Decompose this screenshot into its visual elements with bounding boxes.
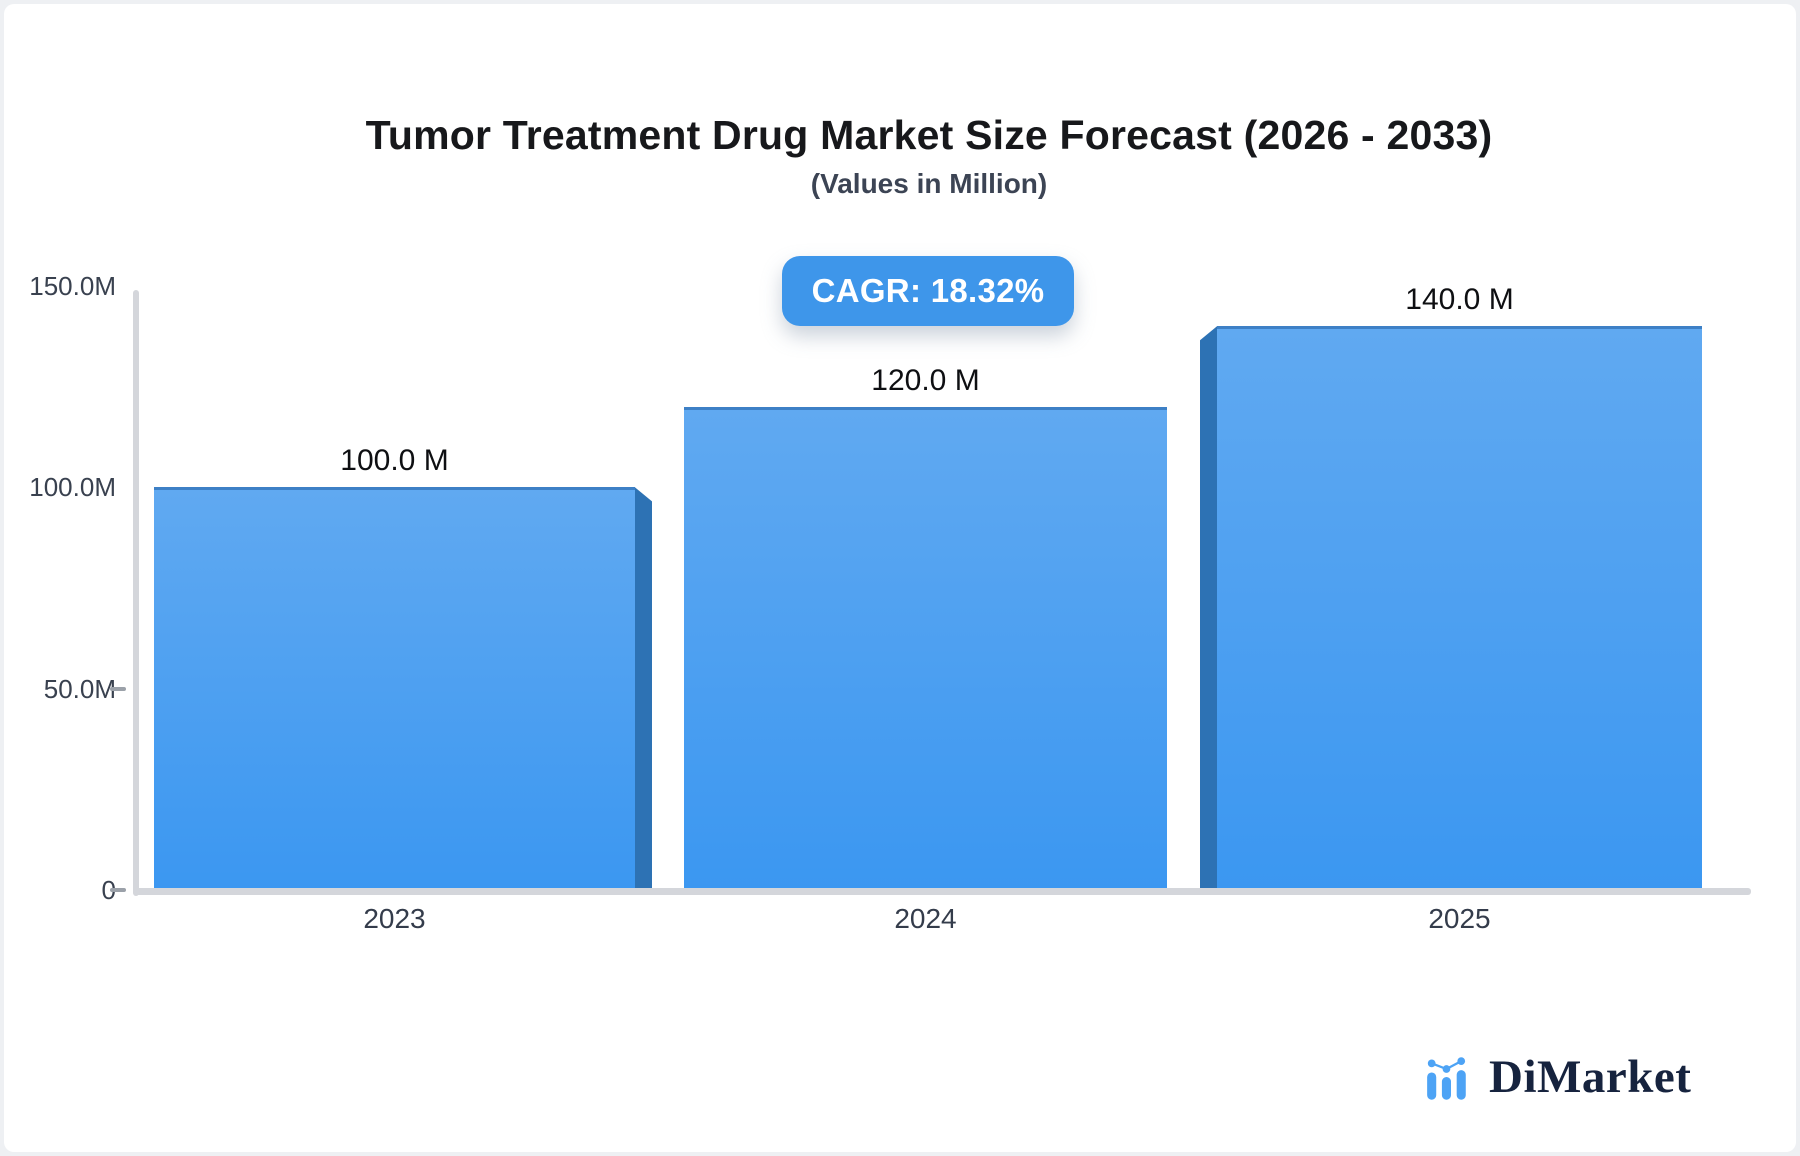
y-axis-tick-label: 100.0M: [29, 472, 116, 503]
cagr-badge-label: CAGR: 18.32%: [811, 272, 1045, 309]
x-axis-label: 2025: [1428, 903, 1491, 934]
y-axis-tick-label: 50.0M: [43, 673, 116, 704]
y-axis-tick-label: 0: [101, 875, 116, 905]
y-axis-tick-mark: [110, 888, 126, 892]
bar[interactable]: [684, 406, 1167, 890]
chart-subtitle: (Values in Million): [810, 168, 1048, 199]
y-axis-tick-label: 150.0M: [29, 271, 116, 301]
y-axis-line: [133, 290, 139, 896]
logo-text: DiMarket: [1489, 1051, 1692, 1103]
mini-bar-chart-icon: [1427, 1057, 1466, 1100]
cagr-badge: CAGR: 18.32%: [782, 256, 1074, 326]
plot-area: 150.0M 100.0M 50.0M 0 100.0 M 2023 120.0 M 2024…: [4, 4, 1796, 1152]
bar-value-label: 120.0 M: [871, 363, 980, 397]
dimarket-logo[interactable]: DiMarket: [1426, 1042, 1691, 1112]
bar-side-face: [635, 487, 652, 890]
bar[interactable]: [1217, 326, 1702, 890]
bar[interactable]: [154, 487, 635, 890]
bar-side-face: [1200, 326, 1217, 890]
bar-value-label: 100.0 M: [340, 444, 449, 478]
y-axis-tick-mark: [110, 686, 126, 691]
x-axis-label: 2023: [363, 903, 426, 934]
bar-value-label: 140.0 M: [1405, 283, 1514, 317]
x-axis-baseline: [133, 888, 1751, 895]
x-axis-label: 2024: [894, 903, 957, 934]
chart-card: Tumor Treatment Drug Market Size Forecas…: [4, 4, 1796, 1152]
chart-title: Tumor Treatment Drug Market Size Forecas…: [365, 112, 1493, 158]
